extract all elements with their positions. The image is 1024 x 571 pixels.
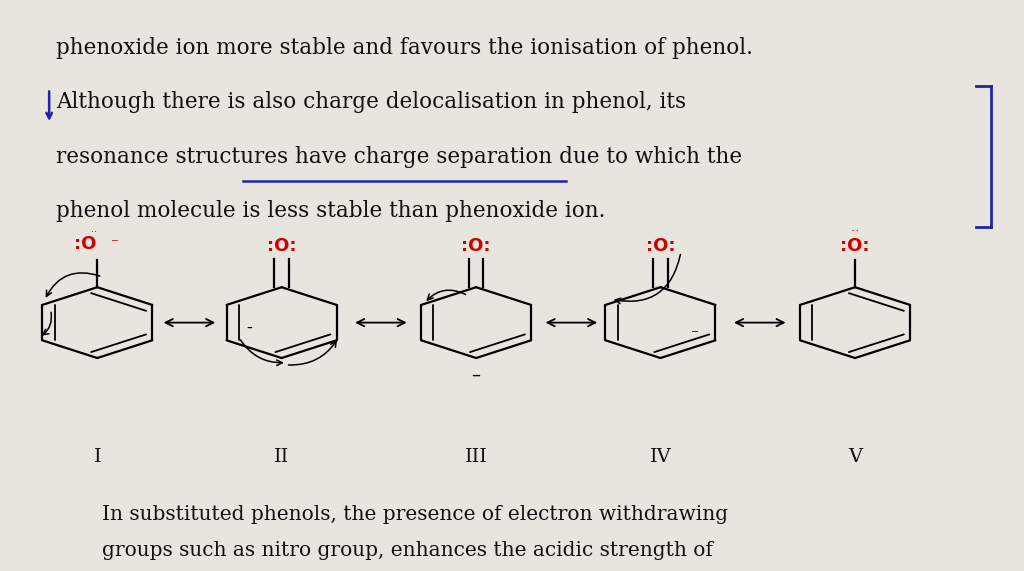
- Text: ‥: ‥: [851, 222, 859, 234]
- Text: ..: ..: [91, 224, 97, 234]
- Text: IV: IV: [649, 448, 672, 466]
- Text: –: –: [471, 366, 479, 384]
- Text: ¯: ¯: [246, 327, 253, 342]
- Text: phenol molecule is less stable than phenoxide ion.: phenol molecule is less stable than phen…: [56, 200, 605, 222]
- Text: :O:: :O:: [267, 237, 296, 255]
- Text: phenoxide ion more stable and favours the ionisation of phenol.: phenoxide ion more stable and favours th…: [56, 37, 754, 59]
- Text: In substituted phenols, the presence of electron withdrawing: In substituted phenols, the presence of …: [102, 505, 728, 524]
- Text: :O:: :O:: [462, 237, 490, 255]
- Text: Although there is also charge delocalisation in phenol, its: Although there is also charge delocalisa…: [56, 91, 686, 114]
- Text: V: V: [848, 448, 862, 466]
- Text: :O:: :O:: [841, 237, 869, 255]
- Text: ⁻: ⁻: [111, 236, 119, 251]
- Text: :O: :O: [74, 235, 96, 253]
- Text: II: II: [274, 448, 289, 466]
- Text: ⁻: ⁻: [691, 327, 699, 342]
- Text: I: I: [93, 448, 101, 466]
- Text: groups such as nitro group, enhances the acidic strength of: groups such as nitro group, enhances the…: [102, 541, 714, 560]
- Text: resonance structures have charge separation due to which the: resonance structures have charge separat…: [56, 146, 742, 168]
- Text: :O:: :O:: [646, 237, 675, 255]
- Text: III: III: [465, 448, 487, 466]
